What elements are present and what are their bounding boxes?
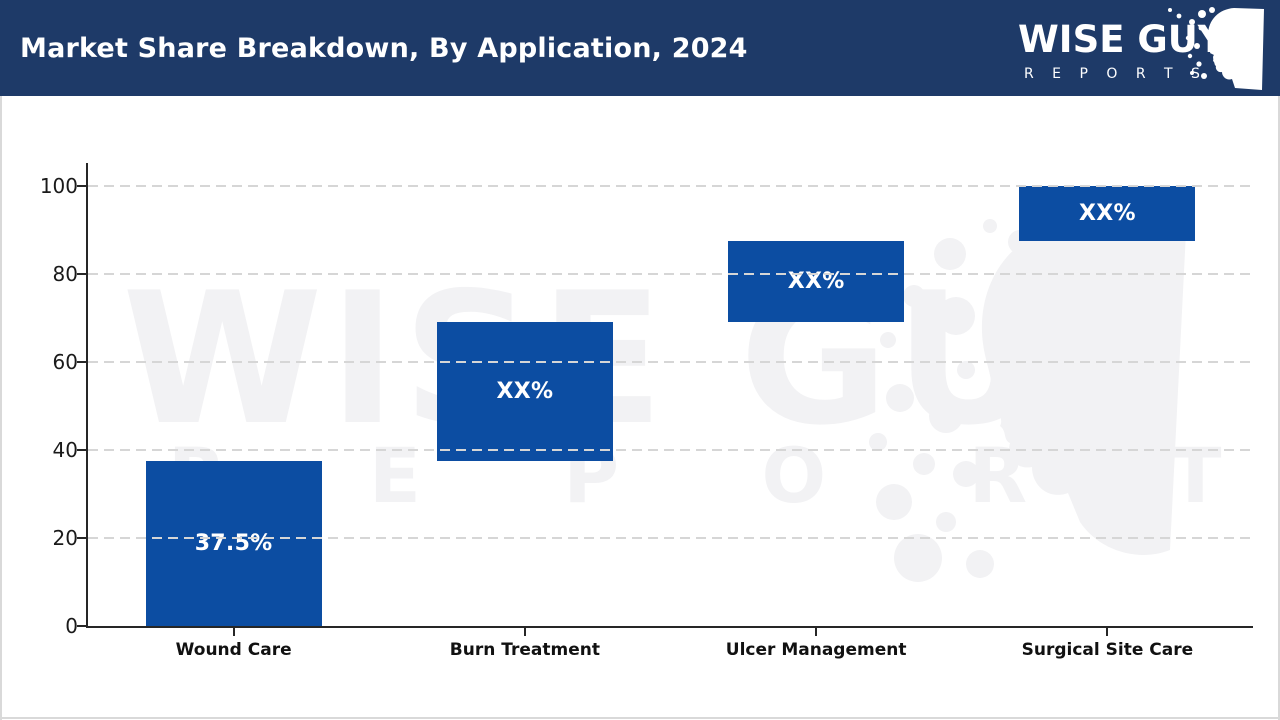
y-axis-line xyxy=(86,163,88,628)
y-tick-label-20: 20 xyxy=(52,526,78,550)
header-bar: Market Share Breakdown, By Application, … xyxy=(0,0,1280,96)
y-tick-label-100: 100 xyxy=(39,174,78,198)
x-axis-line xyxy=(86,626,1253,628)
x-tick-3 xyxy=(1106,628,1109,636)
y-tick-20 xyxy=(77,537,86,539)
page-border-right xyxy=(1278,96,1280,720)
y-tick-60 xyxy=(77,361,86,363)
x-category-label: Burn Treatment xyxy=(449,640,600,660)
bar-wound-care: 37.5% xyxy=(145,461,322,626)
gridline-y-20 xyxy=(88,537,1250,539)
bar-ulcer-management: XX% xyxy=(728,241,905,323)
y-tick-0 xyxy=(77,625,86,627)
page-border-left xyxy=(0,96,2,720)
x-category-label: Wound Care xyxy=(175,640,292,660)
y-tick-80 xyxy=(77,273,86,275)
y-tick-label-0: 0 xyxy=(65,614,78,638)
y-tick-40 xyxy=(77,449,86,451)
x-category-label: Surgical Site Care xyxy=(1021,640,1194,660)
bar-surgical-site-care: XX% xyxy=(1019,186,1196,241)
page-border-bottom xyxy=(0,717,1280,719)
logo-wordmark: WISE GUY xyxy=(1018,18,1226,61)
bar-value-label: XX% xyxy=(496,379,554,405)
x-category-label: Ulcer Management xyxy=(725,640,907,660)
x-tick-1 xyxy=(523,628,526,636)
y-tick-label-80: 80 xyxy=(52,262,78,286)
page-title: Market Share Breakdown, By Application, … xyxy=(20,32,748,64)
gridline-y-60 xyxy=(88,361,1250,363)
x-tick-0 xyxy=(232,628,235,636)
y-tick-label-40: 40 xyxy=(52,438,78,462)
y-tick-label-60: 60 xyxy=(52,350,78,374)
gridline-y-40 xyxy=(88,449,1250,451)
bar-value-label: 37.5% xyxy=(194,531,273,556)
logo-face-icon xyxy=(1168,7,1264,90)
y-tick-100 xyxy=(77,185,86,187)
gridline-y-80 xyxy=(88,273,1250,275)
logo-subtitle: R E P O R T S xyxy=(1024,66,1207,82)
x-tick-2 xyxy=(815,628,818,636)
bar-value-label: XX% xyxy=(1078,201,1136,226)
gridline-y-100 xyxy=(88,185,1250,187)
wise-guy-reports-logo: WISE GUY R E P O R T S xyxy=(1016,4,1268,92)
logo-graphic: WISE GUY R E P O R T S xyxy=(1018,7,1264,90)
bar-burn-treatment: XX% xyxy=(436,322,613,461)
